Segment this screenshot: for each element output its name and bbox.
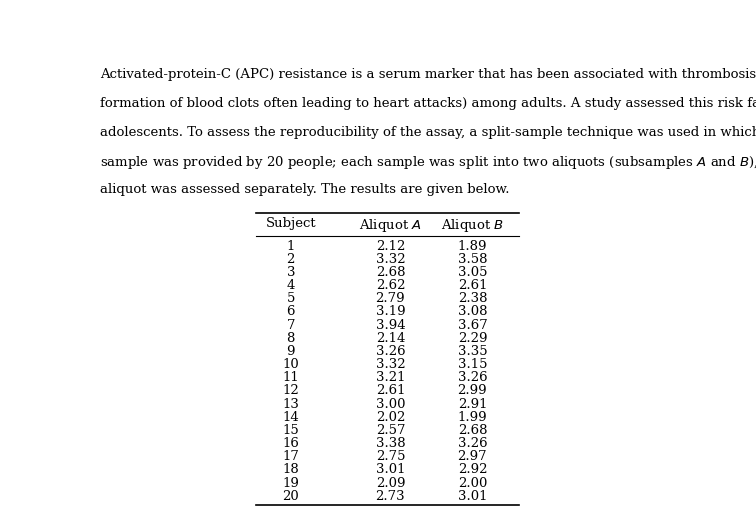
Text: 1.89: 1.89: [457, 240, 487, 253]
Text: 14: 14: [283, 411, 299, 424]
Text: sample was provided by 20 people; each sample was split into two aliquots (subsa: sample was provided by 20 people; each s…: [101, 154, 756, 171]
Text: 2.61: 2.61: [457, 279, 487, 292]
Text: 3.05: 3.05: [457, 266, 487, 279]
Text: 2.62: 2.62: [376, 279, 405, 292]
Text: 2.68: 2.68: [457, 424, 487, 437]
Text: Aliquot $A$: Aliquot $A$: [359, 217, 422, 234]
Text: 6: 6: [287, 306, 295, 319]
Text: 2.97: 2.97: [457, 450, 487, 463]
Text: 2.14: 2.14: [376, 332, 405, 345]
Text: 2.79: 2.79: [376, 292, 405, 305]
Text: 9: 9: [287, 345, 295, 358]
Text: 3.01: 3.01: [457, 490, 487, 503]
Text: Aliquot $B$: Aliquot $B$: [441, 217, 503, 234]
Text: 2.68: 2.68: [376, 266, 405, 279]
Text: 2.00: 2.00: [457, 477, 487, 490]
Text: 2.91: 2.91: [457, 398, 487, 411]
Text: 3.94: 3.94: [376, 319, 405, 332]
Text: aliquot was assessed separately. The results are given below.: aliquot was assessed separately. The res…: [101, 183, 510, 196]
Text: 17: 17: [282, 450, 299, 463]
Text: 2.09: 2.09: [376, 477, 405, 490]
Text: 3.67: 3.67: [457, 319, 488, 332]
Text: 1.99: 1.99: [457, 411, 487, 424]
Text: 3.15: 3.15: [457, 358, 487, 371]
Text: formation of blood clots often leading to heart attacks) among adults. A study a: formation of blood clots often leading t…: [101, 97, 756, 110]
Text: 4: 4: [287, 279, 295, 292]
Text: 1: 1: [287, 240, 295, 253]
Text: 3.32: 3.32: [376, 253, 405, 266]
Text: 2: 2: [287, 253, 295, 266]
Text: 2.12: 2.12: [376, 240, 405, 253]
Text: 2.99: 2.99: [457, 384, 487, 397]
Text: 3.21: 3.21: [376, 371, 405, 384]
Text: 19: 19: [282, 477, 299, 490]
Text: 3.19: 3.19: [376, 306, 405, 319]
Text: 2.75: 2.75: [376, 450, 405, 463]
Text: 3.26: 3.26: [457, 437, 487, 450]
Text: 12: 12: [283, 384, 299, 397]
Text: 7: 7: [287, 319, 295, 332]
Text: 10: 10: [283, 358, 299, 371]
Text: 2.57: 2.57: [376, 424, 405, 437]
Text: 3.26: 3.26: [376, 345, 405, 358]
Text: 3.32: 3.32: [376, 358, 405, 371]
Text: 16: 16: [282, 437, 299, 450]
Text: 13: 13: [282, 398, 299, 411]
Text: 15: 15: [283, 424, 299, 437]
Text: adolescents. To assess the reproducibility of the assay, a split-sample techniqu: adolescents. To assess the reproducibili…: [101, 125, 756, 139]
Text: 11: 11: [283, 371, 299, 384]
Text: 3.58: 3.58: [457, 253, 487, 266]
Text: 2.02: 2.02: [376, 411, 405, 424]
Text: 3.26: 3.26: [457, 371, 487, 384]
Text: 3.08: 3.08: [457, 306, 487, 319]
Text: 3.38: 3.38: [376, 437, 405, 450]
Text: 2.73: 2.73: [376, 490, 405, 503]
Text: 3.00: 3.00: [376, 398, 405, 411]
Text: 20: 20: [283, 490, 299, 503]
Text: 2.29: 2.29: [457, 332, 487, 345]
Text: 8: 8: [287, 332, 295, 345]
Text: 3.01: 3.01: [376, 464, 405, 477]
Text: 2.38: 2.38: [457, 292, 487, 305]
Text: Activated-protein-C (APC) resistance is a serum marker that has been associated : Activated-protein-C (APC) resistance is …: [101, 68, 756, 81]
Text: 2.92: 2.92: [457, 464, 487, 477]
Text: 3.35: 3.35: [457, 345, 487, 358]
Text: 18: 18: [283, 464, 299, 477]
Text: 2.61: 2.61: [376, 384, 405, 397]
Text: 5: 5: [287, 292, 295, 305]
Text: Subject: Subject: [265, 217, 316, 229]
Text: 3: 3: [287, 266, 295, 279]
